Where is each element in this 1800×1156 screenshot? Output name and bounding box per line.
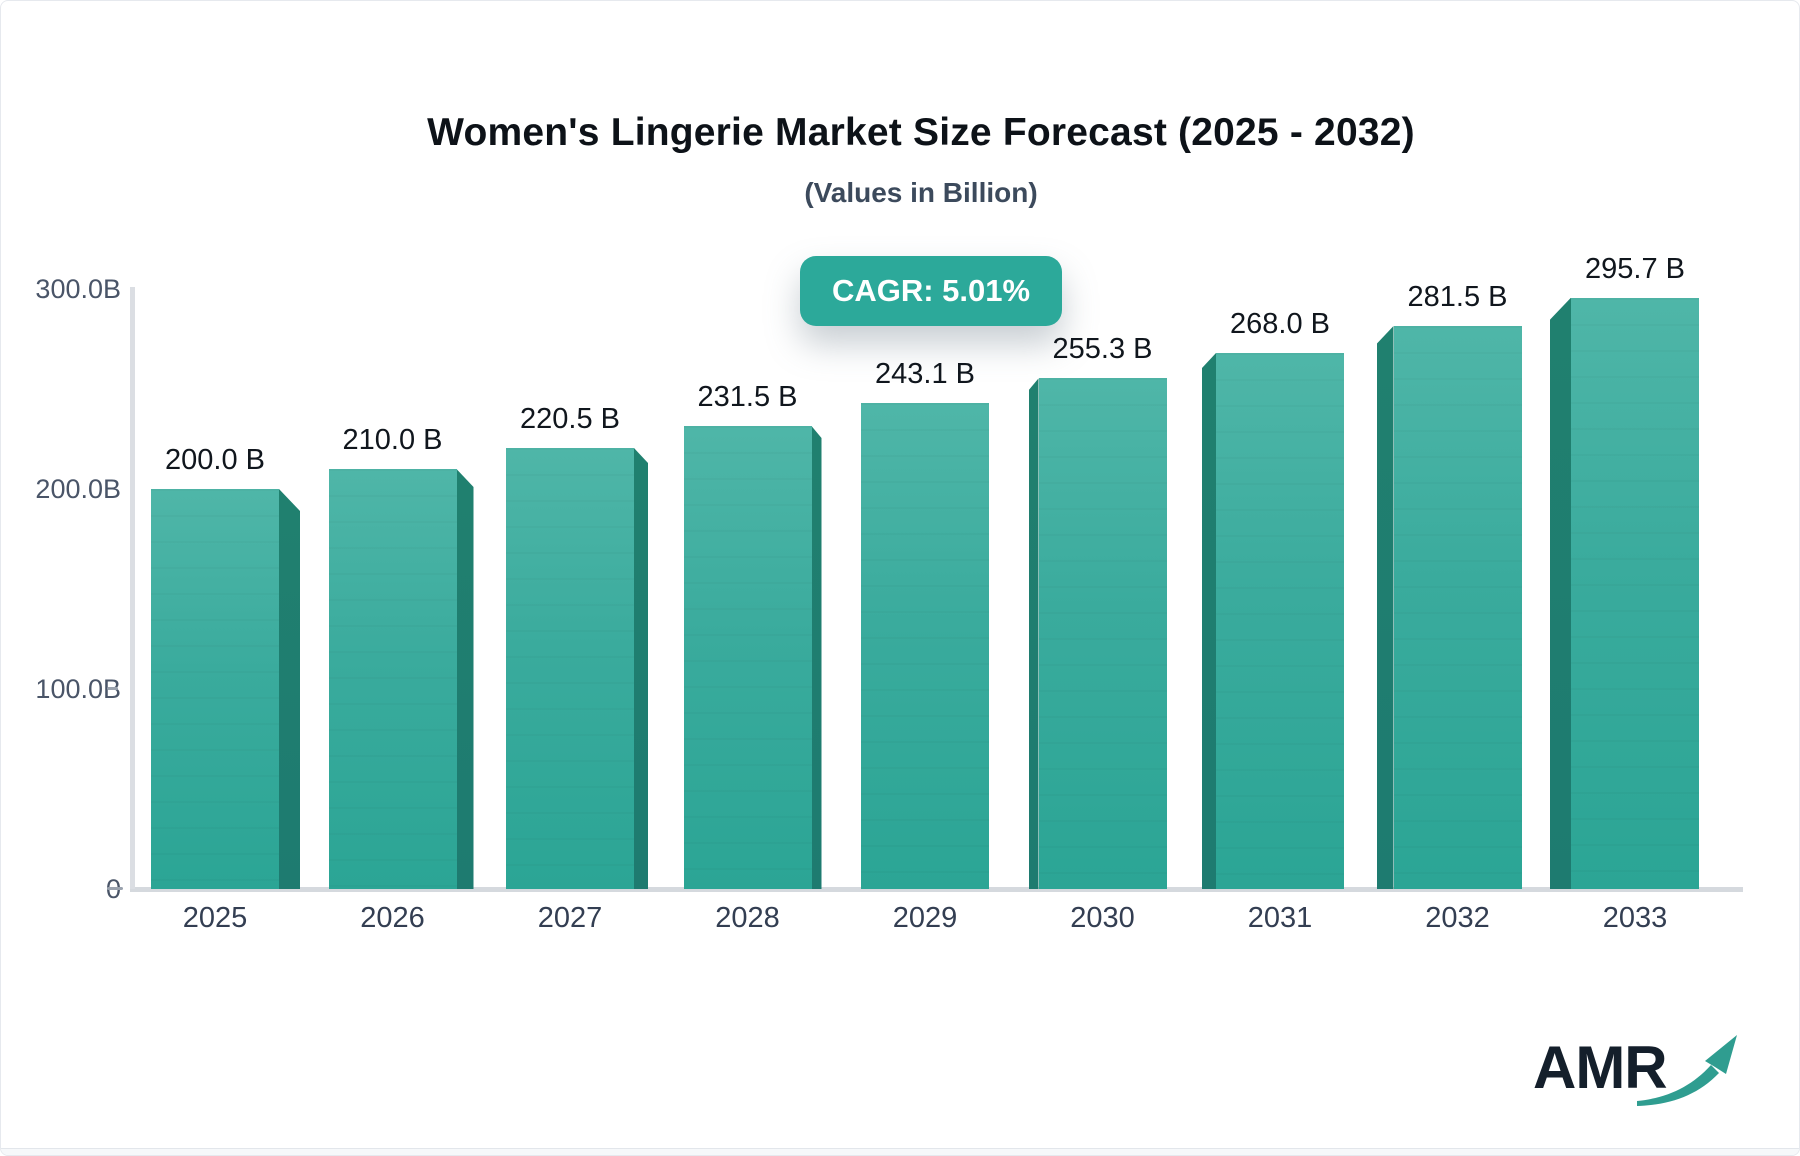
amr-logo-text: AMR: [1533, 1034, 1668, 1101]
y-tick-label: 100.0B: [35, 674, 121, 704]
bar-side-2028: [811, 426, 822, 889]
x-tick-label-2032: 2032: [1425, 902, 1490, 934]
bar-2029: [861, 402, 989, 889]
x-tick-label-2027: 2027: [537, 902, 603, 934]
chart-title: Women's Lingerie Market Size Forecast (2…: [427, 111, 1415, 154]
bar-side-2027: [634, 448, 648, 889]
y-tick-label: 200.0B: [35, 474, 121, 504]
bar-side-2026: [456, 469, 474, 889]
bar-side-2032: [1376, 326, 1394, 889]
y-tick-mark: [107, 687, 118, 690]
bar-2032: [1393, 326, 1522, 889]
x-tick-label-2029: 2029: [892, 902, 958, 934]
bar-2028: [683, 426, 812, 889]
x-tick-label-2026: 2026: [360, 902, 425, 934]
bar-2026: [328, 469, 457, 889]
bar-side-2033: [1550, 297, 1571, 889]
bar-value-label-2032: 281.5 B: [1407, 281, 1508, 313]
bar-2031: [1216, 353, 1344, 889]
cagr-badge-label: CAGR: 5.01%: [831, 273, 1031, 308]
y-axis-line: [130, 287, 135, 889]
y-tick-label: 300.0B: [35, 274, 121, 304]
bar-value-label-2025: 200.0 B: [165, 444, 265, 476]
bar-2030: [1038, 378, 1167, 889]
cagr-badge: CAGR: 5.01%: [800, 256, 1062, 326]
bar-side-2031: [1202, 353, 1216, 889]
bar-side-2025: [279, 489, 300, 889]
page-bottom-edge: [1, 1148, 1799, 1155]
bar-value-label-2033: 295.7 B: [1585, 252, 1685, 285]
bar-value-label-2026: 210.0 B: [342, 424, 443, 456]
chart-subtitle: (Values in Billion): [804, 177, 1038, 208]
x-tick-label-2030: 2030: [1070, 902, 1135, 934]
bar-2025: [151, 489, 279, 889]
bar-2033: [1571, 297, 1699, 889]
x-tick-label-2028: 2028: [715, 902, 780, 934]
bar-value-label-2031: 268.0 B: [1230, 308, 1330, 340]
x-tick-label-2033: 2033: [1602, 902, 1668, 934]
bar-value-label-2028: 231.5 B: [697, 381, 798, 413]
y-tick-mark: [107, 887, 123, 890]
amr-logo: AMR: [1533, 1033, 1763, 1123]
x-tick-label-2025: 2025: [182, 902, 248, 934]
growth-arrow-icon: [1637, 1035, 1737, 1106]
bar-value-label-2027: 220.5 B: [520, 403, 620, 435]
x-tick-label-2031: 2031: [1247, 902, 1313, 934]
bar-side-2030: [1028, 378, 1039, 889]
x-axis-line: [130, 887, 1743, 892]
bar-value-label-2029: 243.1 B: [875, 357, 975, 390]
y-tick-label: 0: [1, 872, 121, 906]
bar-2027: [506, 448, 634, 889]
bar-value-label-2030: 255.3 B: [1052, 333, 1153, 366]
